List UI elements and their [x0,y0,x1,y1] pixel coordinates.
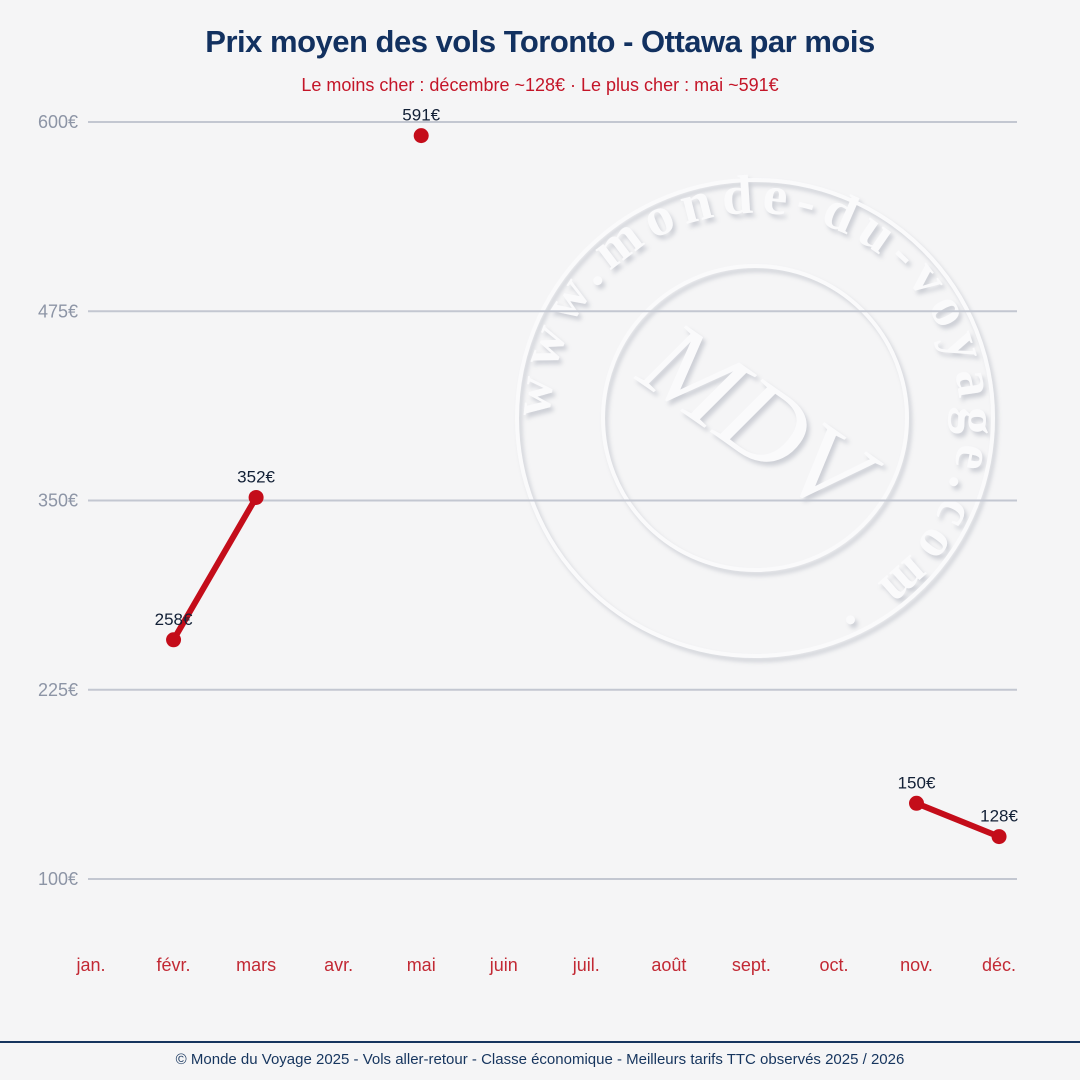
x-tick-label: sept. [732,955,771,975]
x-tick-label: oct. [819,955,848,975]
data-point [166,632,182,648]
watermark-inner-circle [601,264,909,572]
grid-layer [88,121,1017,880]
series-segment [913,800,1003,840]
chart-subtitle: Le moins cher : décembre ~128€ · Le plus… [301,75,779,95]
data-point [991,829,1007,845]
data-point-label: 258€ [155,610,193,629]
data-point-label: 128€ [980,807,1018,826]
footer: © Monde du Voyage 2025 - Vols aller-reto… [0,1041,1080,1080]
data-point-label: 352€ [237,467,275,486]
data-point-label: 150€ [898,773,936,792]
chart-title: Prix moyen des vols Toronto - Ottawa par… [205,24,875,59]
data-point [909,795,924,811]
data-point [413,128,429,144]
data-point [248,489,264,505]
x-tick-label: déc. [982,955,1016,975]
x-tick-label: mai [407,955,436,975]
watermark-center-text: MDV [618,296,899,545]
x-tick-label: juin [489,955,518,975]
x-tick-label: févr. [157,955,191,975]
data-point-label: 591€ [402,106,440,125]
series-segment [170,494,260,643]
x-tick-label: juil. [572,955,600,975]
y-tick-label: 225€ [38,680,78,700]
series-layer: 258€ 352€ 591€ 150€ 128€ [155,106,1018,845]
x-tick-label: août [651,955,686,975]
axis-layer: 100€ 225€ 350€ 475€ 600€ jan. févr. mars avr. mai… [38,112,1016,975]
watermark-stamp: www.monde-du-voyage.com · MDV [500,163,1001,658]
y-tick-label: 600€ [38,112,78,132]
y-tick-label: 350€ [38,491,78,511]
x-tick-label: avr. [324,955,353,975]
y-tick-label: 475€ [38,301,78,321]
watermark-outer-circle [515,178,995,658]
footer-text: © Monde du Voyage 2025 - Vols aller-reto… [175,1051,905,1068]
x-tick-label: jan. [75,955,105,975]
x-tick-label: nov. [900,955,933,975]
x-tick-label: mars [236,955,276,975]
y-tick-label: 100€ [38,869,78,889]
